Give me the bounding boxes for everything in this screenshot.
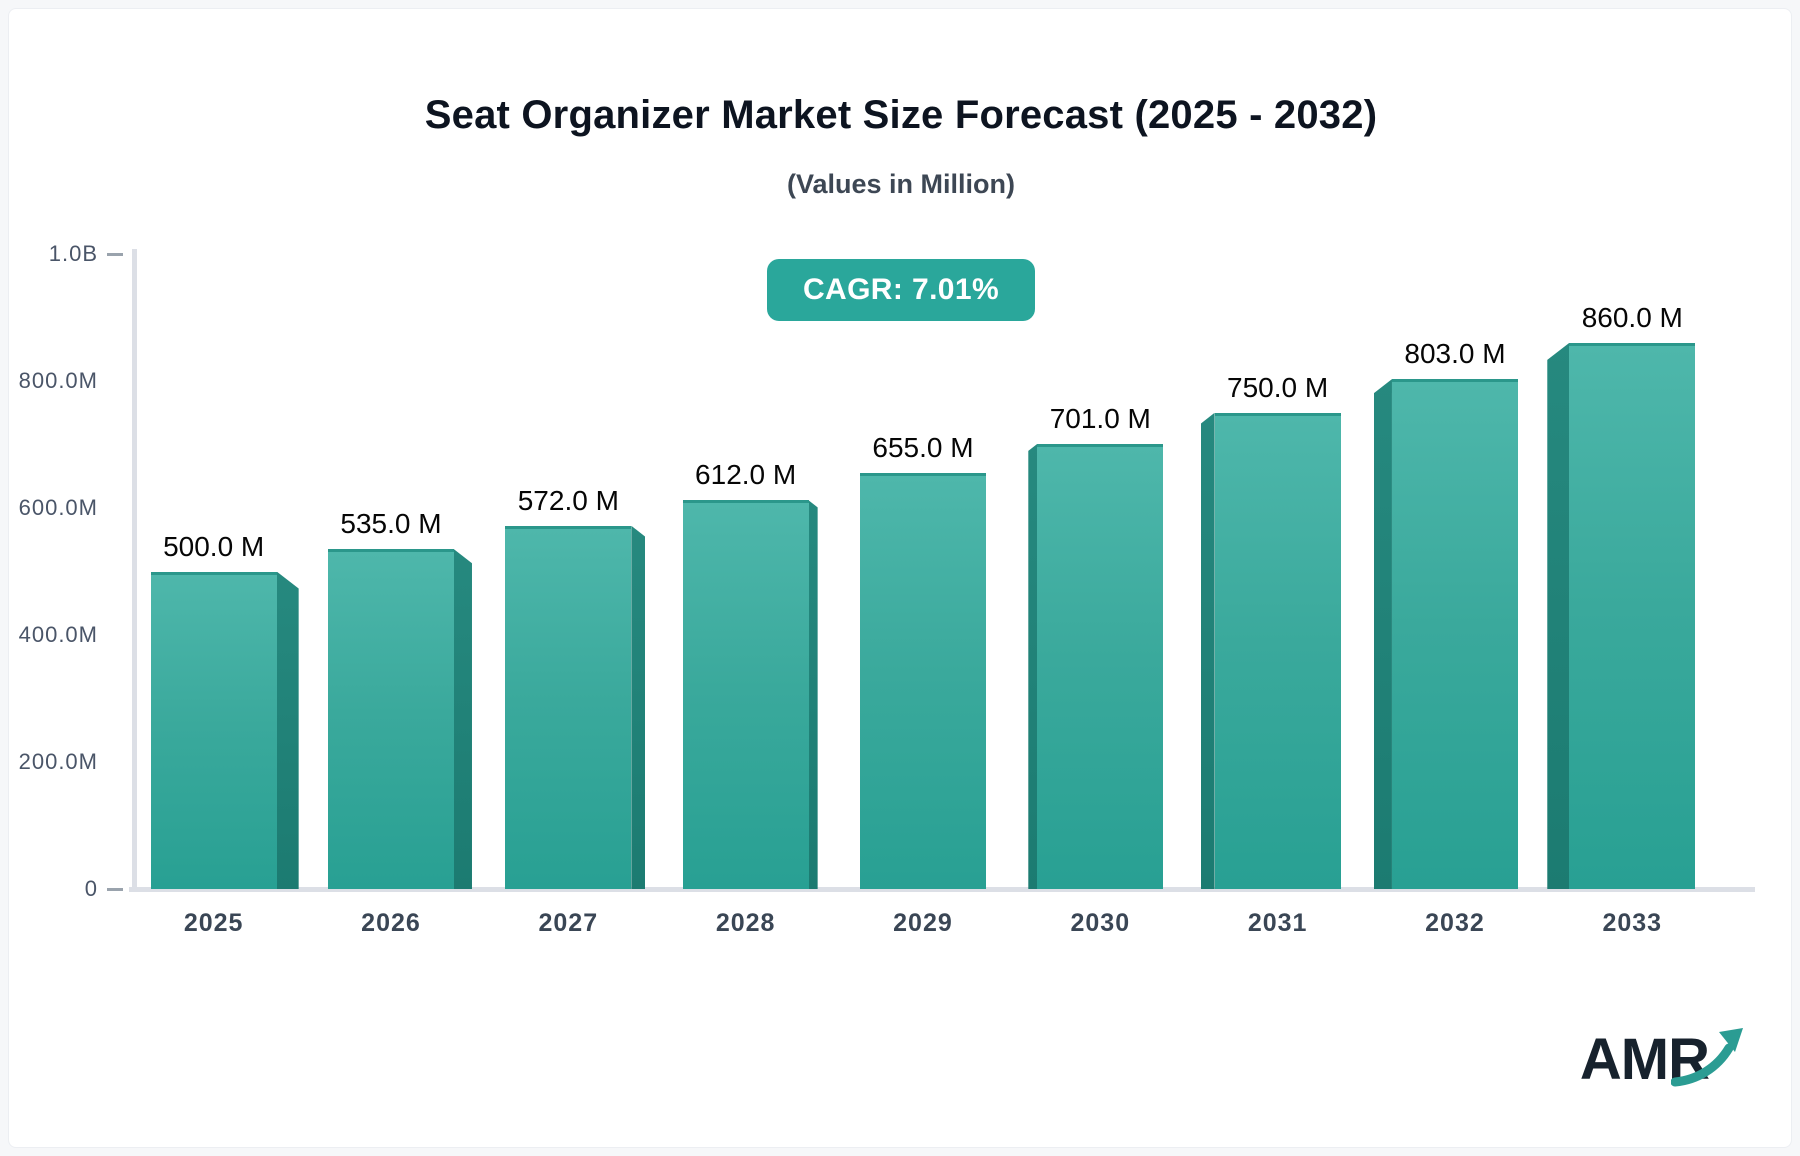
bar-slot-2027: 572.0 M [480, 254, 657, 889]
bar-value-label: 701.0 M [1049, 402, 1151, 434]
bar-2025[interactable]: 500.0 M [150, 531, 299, 889]
bar-value-label: 655.0 M [872, 432, 974, 464]
bar-side-3d [276, 571, 299, 889]
y-tick-dash [107, 887, 123, 891]
y-tick-label: 600.0M [18, 495, 98, 520]
bar-face [327, 549, 454, 889]
y-axis-line [132, 249, 137, 892]
bar-face [1391, 379, 1518, 889]
y-tick-800.0M: 800.0M [19, 368, 123, 394]
bar-slot-2025: 500.0 M [125, 254, 302, 889]
y-tick-600.0M: 600.0M [19, 495, 123, 521]
y-tick-label: 400.0M [18, 622, 98, 647]
bar-slot-2028: 612.0 M [657, 254, 834, 889]
y-tick-label: 800.0M [18, 368, 98, 393]
y-tick-dash [107, 252, 123, 256]
bar-2032[interactable]: 803.0 M [1373, 338, 1518, 889]
bar-side-3d [1200, 412, 1215, 889]
bar-2031[interactable]: 750.0 M [1200, 372, 1341, 889]
bar-slot-2026: 535.0 M [302, 254, 479, 889]
bar-slot-2032: 803.0 M [1366, 254, 1543, 889]
bar-face [682, 500, 809, 889]
y-tick-0: 0 [85, 876, 123, 902]
x-axis-label-2031: 2031 [1247, 909, 1308, 937]
y-tick-400.0M: 400.0M [19, 622, 123, 648]
bar-side-3d [453, 549, 472, 889]
bar-2030[interactable]: 701.0 M [1028, 403, 1164, 889]
y-tick-label: 0 [84, 876, 98, 901]
bar-value-label: 500.0 M [163, 530, 265, 562]
y-tick-1.0B: 1.0B [49, 241, 123, 267]
y-tick-label: 1.0B [48, 241, 98, 266]
bar-side-3d [1028, 443, 1038, 889]
x-axis-line [129, 887, 1755, 892]
amr-logo: AMR [1580, 1028, 1743, 1089]
x-axis-label-2029: 2029 [893, 909, 953, 937]
x-axis-label-2032: 2032 [1425, 909, 1485, 937]
x-axis-label-2026: 2026 [361, 909, 421, 937]
bar-value-label: 860.0 M [1581, 301, 1683, 333]
bar-value-label: 572.0 M [517, 484, 619, 516]
bar-2028[interactable]: 612.0 M [682, 459, 818, 889]
bar-face [1569, 342, 1696, 889]
bar-slot-2030: 701.0 M [1012, 254, 1189, 889]
bar-2029[interactable]: 655.0 M [859, 432, 986, 889]
bar-face [1037, 443, 1164, 889]
bar-side-3d [808, 500, 818, 889]
bar-slot-2031: 750.0 M [1189, 254, 1366, 889]
bar-face [150, 571, 277, 889]
bar-face [859, 473, 986, 889]
x-axis-label-2027: 2027 [538, 909, 599, 937]
cagr-badge: CAGR: 7.01% [766, 259, 1036, 321]
bar-value-label: 535.0 M [340, 508, 442, 540]
bar-value-label: 803.0 M [1404, 338, 1506, 370]
bar-side-3d [1547, 342, 1570, 889]
cagr-badge-wrap: CAGR: 7.01% [9, 259, 1791, 321]
y-tick-200.0M: 200.0M [19, 749, 123, 775]
bar-side-3d [1373, 379, 1392, 889]
bar-2026[interactable]: 535.0 M [327, 508, 472, 889]
x-axis-label-2033: 2033 [1602, 909, 1663, 937]
bar-value-label: 750.0 M [1227, 371, 1329, 403]
chart-card: Seat Organizer Market Size Forecast (202… [8, 8, 1792, 1148]
x-axis-label-2025: 2025 [183, 909, 244, 937]
x-axis-label-2030: 2030 [1070, 909, 1131, 937]
growth-arrow-icon [1670, 1026, 1745, 1093]
bar-face [505, 525, 632, 889]
bar-slot-2029: 655.0 M [834, 254, 1011, 889]
x-axis-label-2028: 2028 [715, 909, 776, 937]
y-tick-label: 200.0M [18, 749, 98, 774]
y-axis: 0 200.0M 400.0M 600.0M 800.0M 1.0B [9, 241, 123, 901]
bar-2033[interactable]: 860.0 M [1547, 302, 1696, 889]
bar-value-label: 612.0 M [695, 459, 797, 491]
x-axis-labels: 2025 2026 2027 2028 2029 2030 2031 2032 2033 [125, 909, 1721, 938]
bar-side-3d [631, 525, 646, 889]
bar-face [1214, 412, 1341, 889]
chart-title: Seat Organizer Market Size Forecast (202… [424, 93, 1378, 137]
bar-slot-2033: 860.0 M [1544, 254, 1721, 889]
bars-plot-area: 500.0 M 535.0 M 572.0 M 612.0 M 655.0 M 701.0… [125, 254, 1721, 889]
chart-subtitle: (Values in Million) [786, 169, 1016, 199]
bar-2027[interactable]: 572.0 M [505, 485, 646, 889]
